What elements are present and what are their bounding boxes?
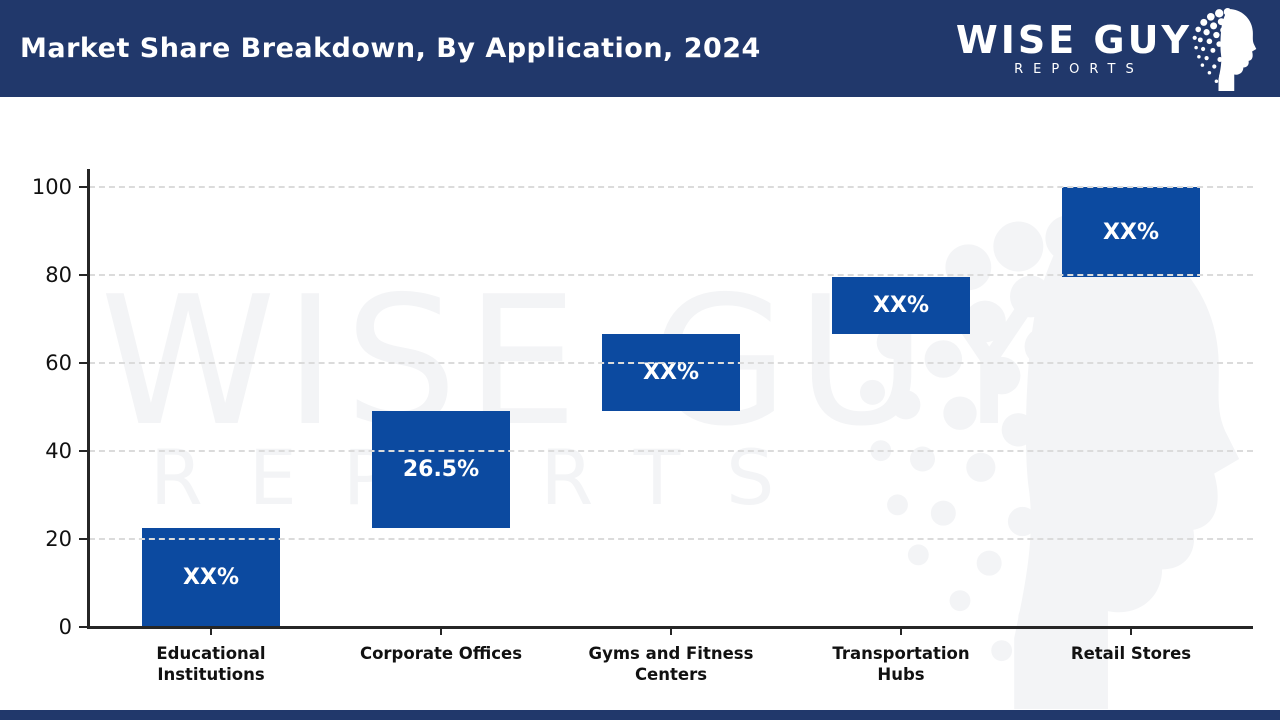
x-category-label: Retail Stores — [1070, 644, 1192, 663]
wiseguy-logo: WISE GUY REPORTS — [956, 7, 1266, 91]
chart-area: WISE GUY REPORTS XX%Educational Institut… — [0, 97, 1280, 710]
y-tick-mark — [79, 186, 87, 188]
gridline — [89, 450, 1253, 452]
y-tick-label: 20 — [45, 527, 72, 551]
chart-bar: XX% — [832, 277, 970, 335]
bar-value-label: 26.5% — [402, 457, 480, 483]
x-category-label: Corporate Offices — [359, 644, 523, 663]
chart-bar: XX% — [602, 334, 740, 412]
gridline — [89, 274, 1253, 276]
header-bar: Market Share Breakdown, By Application, … — [0, 0, 1280, 97]
x-category-label: Transportation Hubs — [832, 644, 970, 684]
gridline — [89, 362, 1253, 364]
footer-bar — [0, 710, 1280, 720]
y-axis-line — [87, 169, 90, 629]
y-tick-label: 40 — [45, 439, 72, 463]
x-tick-mark — [670, 628, 672, 635]
x-tick-mark — [1130, 628, 1132, 635]
chart-bar: 26.5% — [372, 411, 510, 528]
x-category-label: Gyms and Fitness Centers — [588, 644, 754, 684]
page-title: Market Share Breakdown, By Application, … — [20, 33, 761, 64]
y-tick-mark — [79, 450, 87, 452]
y-tick-mark — [79, 362, 87, 364]
y-tick-label: 60 — [45, 351, 72, 375]
y-tick-mark — [79, 274, 87, 276]
y-tick-mark — [79, 626, 87, 628]
bar-value-label: XX% — [873, 293, 929, 319]
chart-bar: XX% — [1062, 187, 1200, 278]
bar-value-label: XX% — [1103, 219, 1159, 245]
y-tick-label: 100 — [31, 175, 72, 199]
logo-text: WISE GUY REPORTS — [956, 21, 1192, 76]
y-tick-label: 80 — [45, 263, 72, 287]
logo-head-icon — [1192, 7, 1257, 91]
gridline — [89, 538, 1253, 540]
bar-value-label: XX% — [183, 565, 239, 590]
x-category-label: Educational Institutions — [156, 644, 266, 684]
x-axis-line — [87, 626, 1253, 629]
logo-wiseguy-label: WISE GUY — [955, 18, 1192, 62]
x-tick-mark — [900, 628, 902, 635]
y-tick-mark — [79, 538, 87, 540]
x-tick-mark — [210, 628, 212, 635]
logo-reports-label: REPORTS — [1014, 62, 1144, 77]
chart-bar: XX% — [142, 528, 280, 627]
y-tick-label: 0 — [58, 615, 72, 639]
x-tick-mark — [440, 628, 442, 635]
gridline — [89, 186, 1253, 188]
bar-value-label: XX% — [643, 360, 699, 386]
